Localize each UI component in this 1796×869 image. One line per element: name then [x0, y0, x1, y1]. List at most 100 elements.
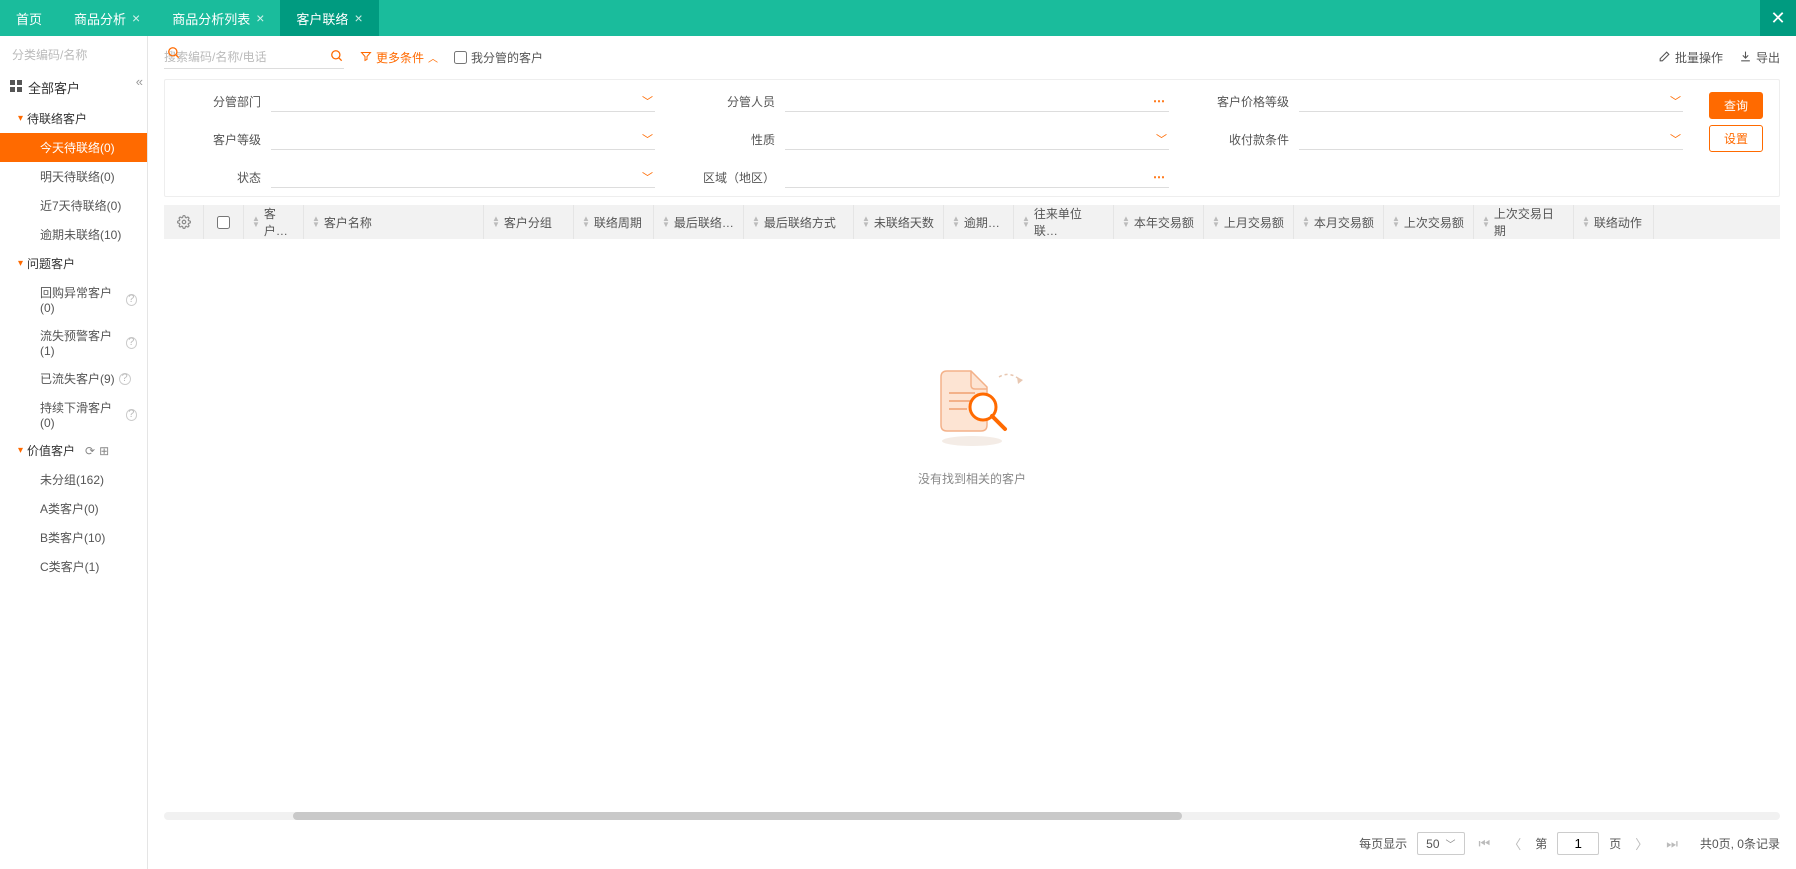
tree-item[interactable]: 持续下滑客户(0)? [0, 393, 147, 436]
tree-item[interactable]: 流失预警客户(1)? [0, 321, 147, 364]
pager-last-button[interactable]: ⏭ [1662, 836, 1682, 852]
tree-group[interactable]: ▾待联络客户 [0, 104, 147, 133]
sort-icon[interactable]: ▲▼ [1392, 216, 1400, 228]
tree-item[interactable]: C类客户(1) [0, 552, 147, 581]
table-column-header[interactable]: ▲▼客户… [244, 205, 304, 239]
sort-icon[interactable]: ▲▼ [252, 216, 260, 228]
filter-input[interactable]: ﹀ [785, 128, 1169, 150]
my-customers-checkbox[interactable] [454, 51, 467, 64]
sort-icon[interactable]: ▲▼ [312, 216, 320, 228]
tab[interactable]: 首页 [0, 0, 58, 36]
close-icon[interactable]: × [132, 10, 140, 26]
tree-item-label: 明天待联络(0) [40, 168, 115, 185]
close-icon[interactable]: × [256, 10, 264, 26]
per-page-label: 每页显示 [1359, 835, 1407, 852]
help-icon[interactable]: ? [119, 373, 131, 385]
table-column-header[interactable]: ▲▼ 本年交易额 [1114, 205, 1204, 239]
sort-icon[interactable]: ▲▼ [492, 216, 500, 228]
pager-first-button[interactable]: ⏮ [1475, 836, 1495, 852]
sort-icon[interactable]: ▲▼ [952, 216, 960, 228]
tree-item[interactable]: 回购异常客户(0)? [0, 278, 147, 321]
table-column-header[interactable]: ▲▼未联络天数 [854, 205, 944, 239]
horizontal-scrollbar[interactable] [164, 812, 1780, 820]
tree-root-all-customers[interactable]: 全部客户 [0, 71, 147, 104]
settings-icon[interactable]: ⊞ [99, 444, 109, 458]
sidebar-collapse-button[interactable]: « [136, 74, 143, 89]
filter-input[interactable]: ﹀ [271, 128, 655, 150]
table-column-header[interactable]: ▲▼客户分组 [484, 205, 574, 239]
sort-icon[interactable]: ▲▼ [1482, 216, 1490, 228]
batch-action-button[interactable]: 批量操作 [1658, 49, 1723, 66]
tab[interactable]: 商品分析 × [58, 0, 156, 36]
table-column-header[interactable]: ▲▼联络周期 [574, 205, 654, 239]
filter-field: 区域（地区）⋯ [695, 166, 1169, 188]
help-icon[interactable]: ? [126, 337, 137, 349]
filter-input[interactable]: ⋯ [785, 166, 1169, 188]
tree-group-actions: ⟳⊞ [85, 444, 109, 458]
select-all-checkbox[interactable] [217, 216, 230, 229]
tree-item[interactable]: B类客户(10) [0, 523, 147, 552]
refresh-icon[interactable]: ⟳ [85, 444, 95, 458]
filter-input[interactable]: ﹀ [1299, 128, 1683, 150]
close-icon[interactable]: × [354, 10, 362, 26]
pager-page-suffix: 页 [1609, 835, 1621, 852]
search-icon[interactable] [330, 49, 344, 66]
sort-icon[interactable]: ▲▼ [1212, 216, 1220, 228]
help-icon[interactable]: ? [126, 409, 137, 421]
filter-input[interactable]: ﹀ [1299, 90, 1683, 112]
main-search-input[interactable] [164, 46, 330, 68]
tree-item[interactable]: 未分组(162) [0, 465, 147, 494]
per-page-select[interactable]: 50 ﹀ [1417, 832, 1464, 855]
tree-item[interactable]: A类客户(0) [0, 494, 147, 523]
filter-field: 收付款条件﹀ [1209, 128, 1683, 150]
sort-icon[interactable]: ▲▼ [1122, 216, 1130, 228]
filter-input[interactable]: ﹀ [271, 166, 655, 188]
table-column-header[interactable]: ▲▼ 联络动作 [1574, 205, 1654, 239]
table-column-header[interactable]: ▲▼本月交易额 [1294, 205, 1384, 239]
column-label: 本年交易额 [1134, 214, 1194, 231]
tab-label: 商品分析 [74, 9, 126, 28]
column-label: 上次交易日期 [1494, 205, 1565, 239]
tree-group[interactable]: ▾问题客户 [0, 249, 147, 278]
export-button[interactable]: 导出 [1739, 49, 1780, 66]
help-icon[interactable]: ? [126, 294, 137, 306]
pager-next-button[interactable]: 〉 [1631, 834, 1652, 853]
table-column-header[interactable]: ▲▼上次交易额 [1384, 205, 1474, 239]
sort-icon[interactable]: ▲▼ [1302, 216, 1310, 228]
sort-icon[interactable]: ▲▼ [582, 216, 590, 228]
sidebar-search-input[interactable] [12, 48, 167, 62]
tree-item[interactable]: 逾期未联络(10) [0, 220, 147, 249]
sort-icon[interactable]: ▲▼ [752, 216, 760, 228]
more-conditions-toggle[interactable]: 更多条件 ︿ [360, 49, 438, 66]
sort-icon[interactable]: ▲▼ [862, 216, 870, 228]
horizontal-scrollbar-thumb[interactable] [293, 812, 1182, 820]
sort-icon[interactable]: ▲▼ [1022, 216, 1030, 228]
filter-input[interactable]: ⋯ [785, 90, 1169, 112]
tab[interactable]: 商品分析列表× [156, 0, 280, 36]
table-column-header[interactable]: ▲▼ 上次交易日期 [1474, 205, 1574, 239]
tree-item[interactable]: 今天待联络(0) [0, 133, 147, 162]
tree-group[interactable]: ▾价值客户⟳⊞ [0, 436, 147, 465]
tree-item[interactable]: 近7天待联络(0) [0, 191, 147, 220]
column-label: 联络动作 [1594, 214, 1642, 231]
tab[interactable]: 客户联络× [280, 0, 378, 36]
table-settings-button[interactable] [164, 205, 204, 239]
close-all-tabs-button[interactable]: ✕ [1760, 0, 1796, 36]
query-button[interactable]: 查询 [1709, 92, 1763, 119]
my-customers-checkbox-wrap[interactable]: 我分管的客户 [454, 49, 543, 66]
sort-icon[interactable]: ▲▼ [1582, 216, 1590, 228]
sort-icon[interactable]: ▲▼ [662, 216, 670, 228]
settings-button[interactable]: 设置 [1709, 125, 1763, 152]
table-column-header[interactable]: ▲▼逾期… [944, 205, 1014, 239]
pager-prev-button[interactable]: 〈 [1504, 834, 1525, 853]
tree-item[interactable]: 已流失客户(9)? [0, 364, 147, 393]
search-icon[interactable] [167, 46, 181, 63]
table-column-header[interactable]: ▲▼上月交易额 [1204, 205, 1294, 239]
table-column-header[interactable]: ▲▼最后联络… [654, 205, 744, 239]
pager-page-input[interactable] [1557, 832, 1599, 855]
table-column-header[interactable]: ▲▼客户名称 [304, 205, 484, 239]
table-column-header[interactable]: ▲▼最后联络方式 [744, 205, 854, 239]
filter-input[interactable]: ﹀ [271, 90, 655, 112]
table-column-header[interactable]: ▲▼往来单位联… [1014, 205, 1114, 239]
tree-item[interactable]: 明天待联络(0) [0, 162, 147, 191]
